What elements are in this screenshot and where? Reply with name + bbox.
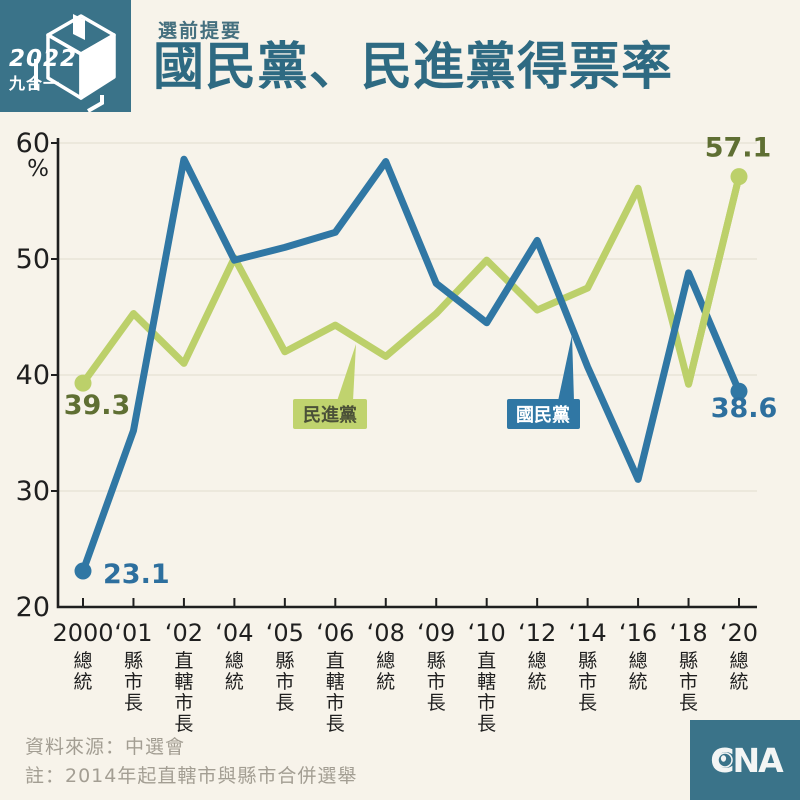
series-callout-kmt: 國民黨	[507, 335, 580, 429]
x-tick-year: ‘05	[266, 619, 304, 647]
x-tick-type: 長	[578, 692, 597, 714]
x-tick-type: 統	[528, 671, 547, 693]
x-tick-type: 總	[376, 650, 395, 672]
y-tick-label: 60	[16, 128, 50, 159]
x-tick-type: 統	[376, 671, 395, 693]
x-tick-type: 市	[477, 692, 496, 714]
axis-lines	[56, 138, 757, 609]
line-kmt	[79, 155, 743, 573]
x-tick-type: 長	[174, 713, 193, 735]
value-label-dpp-13: 57.1	[705, 133, 772, 164]
x-tick-type: 轄	[174, 671, 193, 693]
x-tick-type: 總	[73, 650, 92, 672]
x-tick-type: 長	[679, 692, 698, 714]
x-tick-type: 直	[477, 650, 496, 672]
x-tick-type: 縣	[275, 650, 294, 672]
x-tick-year: ‘01	[114, 619, 152, 647]
x-tick-year: ‘02	[165, 619, 203, 647]
x-tick-type: 市	[679, 671, 698, 693]
x-axis-labels: 2000總統‘01縣市長‘02直轄市長‘04總統‘05縣市長‘06直轄市長‘08…	[52, 598, 758, 735]
brand-badge: 2022 九合一	[0, 0, 131, 113]
series-callout-dpp: 民進黨	[293, 344, 367, 429]
y-tick-label: 40	[16, 360, 50, 391]
x-tick-year: ‘14	[569, 619, 607, 647]
data-source: 資料來源：中選會	[25, 736, 186, 758]
x-tick-type: 市	[275, 671, 294, 693]
badge-label: 九合一	[9, 74, 61, 93]
x-tick-year: 2000	[52, 619, 113, 647]
ballot-box-icon	[0, 2, 129, 116]
value-label-kmt-0: 23.1	[103, 559, 170, 590]
x-tick-type: 統	[73, 671, 92, 693]
x-tick-type: 統	[629, 671, 648, 693]
x-tick-type: 縣	[427, 650, 446, 672]
gridlines	[58, 142, 757, 492]
x-tick-type: 市	[124, 671, 143, 693]
x-tick-year: ‘12	[518, 619, 556, 647]
data-point-kmt-13	[730, 382, 748, 400]
x-tick-type: 長	[124, 692, 143, 714]
x-tick-type: 市	[578, 671, 597, 693]
x-tick-type: 市	[326, 692, 345, 714]
y-axis-unit: %	[27, 156, 49, 182]
badge-year: 2022	[9, 46, 78, 72]
data-point-dpp-13	[730, 168, 748, 186]
x-tick-year: ‘10	[468, 619, 506, 647]
y-tick-label: 20	[16, 592, 50, 623]
kicker: 選前提要	[158, 21, 243, 42]
x-tick-type: 總	[729, 650, 748, 672]
x-tick-type: 長	[427, 692, 446, 714]
y-tick-label: 30	[16, 476, 50, 507]
cna-logo-mark: CNA	[710, 741, 786, 780]
series-name-dpp: 民進黨	[303, 404, 357, 426]
x-tick-type: 長	[275, 692, 294, 714]
x-tick-type: 縣	[124, 650, 143, 672]
x-tick-type: 統	[225, 671, 244, 693]
value-label-kmt-13: 38.6	[711, 393, 778, 424]
x-tick-type: 市	[174, 692, 193, 714]
x-tick-type: 統	[729, 671, 748, 693]
x-tick-type: 縣	[578, 650, 597, 672]
data-point-kmt-0	[74, 562, 92, 580]
x-tick-type: 總	[629, 650, 648, 672]
chart-note: 註：2014年起直轄市與縣市合併選舉	[25, 765, 358, 787]
x-tick-year: ‘06	[316, 619, 354, 647]
x-tick-type: 長	[477, 713, 496, 735]
x-tick-type: 縣	[679, 650, 698, 672]
x-tick-type: 直	[326, 650, 345, 672]
x-tick-year: ‘09	[417, 619, 455, 647]
x-tick-type: 總	[528, 650, 547, 672]
x-tick-type: 直	[174, 650, 193, 672]
series-name-kmt: 國民黨	[516, 404, 570, 426]
y-tick-label: 50	[16, 244, 50, 275]
x-tick-type: 總	[225, 650, 244, 672]
x-tick-year: ‘20	[720, 619, 758, 647]
cna-logo: CNA	[690, 720, 800, 800]
x-tick-year: ‘18	[669, 619, 707, 647]
x-tick-type: 長	[326, 713, 345, 735]
data-point-dpp-0	[74, 374, 92, 392]
page-title: 國民黨、民進黨得票率	[153, 40, 674, 96]
line-dpp-overlay	[685, 175, 743, 386]
x-tick-type: 轄	[477, 671, 496, 693]
x-tick-year: ‘04	[215, 619, 253, 647]
line-dpp	[80, 175, 743, 388]
x-tick-type: 轄	[326, 671, 345, 693]
x-tick-type: 市	[427, 671, 446, 693]
x-tick-year: ‘16	[619, 619, 657, 647]
x-tick-year: ‘08	[367, 619, 405, 647]
value-label-dpp-0: 39.3	[64, 390, 131, 421]
y-axis-labels: 20 30 40 50 60%	[16, 128, 58, 623]
